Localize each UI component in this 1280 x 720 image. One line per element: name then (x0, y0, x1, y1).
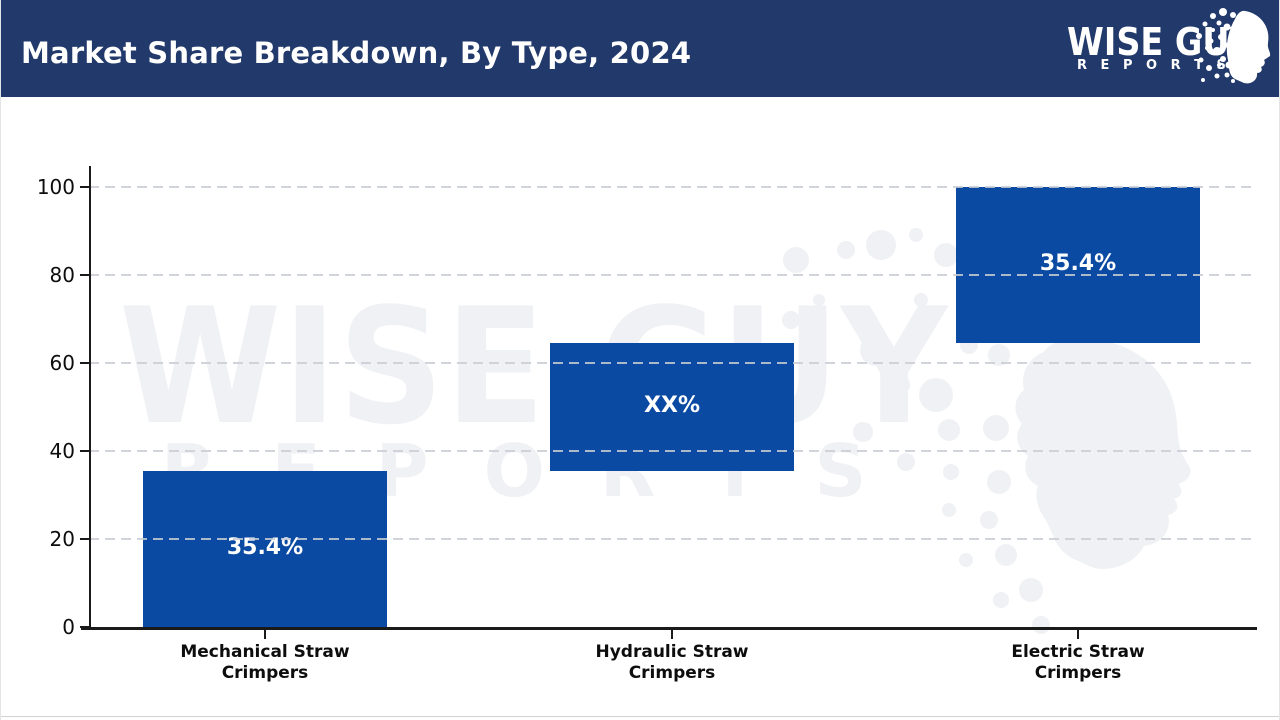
x-category-label: Mechanical Straw Crimpers (115, 642, 415, 685)
x-axis-line (81, 627, 1257, 630)
y-tick (80, 538, 89, 540)
logo-head-icon (1196, 8, 1271, 84)
x-category-line: Crimpers (221, 663, 309, 684)
gridline (89, 274, 1257, 276)
y-tick (80, 626, 89, 628)
y-tick-label: 0 (62, 615, 75, 639)
chart-title: Market Share Breakdown, By Type, 2024 (21, 36, 692, 70)
bar-segment: 35.4% (956, 187, 1200, 343)
logo-reports-text: R E P O R T S (1077, 58, 1231, 73)
x-category-label: Electric Straw Crimpers (928, 642, 1228, 685)
x-tick (671, 630, 673, 639)
y-tick (80, 186, 89, 188)
gridline (89, 362, 1257, 364)
x-category-label: Hydraulic Straw Crimpers (522, 642, 822, 685)
header-bar: Market Share Breakdown, By Type, 2024 WI… (1, 0, 1279, 97)
bar-value-label: XX% (644, 392, 700, 418)
bar-value-label: 35.4% (1039, 250, 1117, 276)
y-tick (80, 362, 89, 364)
x-category-line: Crimpers (628, 663, 716, 684)
y-tick-label: 40 (49, 439, 75, 463)
gridline (89, 538, 1257, 540)
y-tick (80, 450, 89, 452)
x-tick (1077, 630, 1079, 639)
axes (1, 97, 1279, 717)
wiseguy-logo: WISE GUY R E P O R T S (1025, 0, 1275, 97)
watermark-head-icon (782, 228, 1191, 634)
gridline (89, 186, 1257, 188)
gridline (89, 450, 1257, 452)
plot-area: WISE GUY R E P O R T S 35.4% XX% 35.4% (1, 97, 1279, 717)
x-category-line: Electric Straw (1011, 642, 1145, 662)
y-tick (80, 274, 89, 276)
watermark-wordmark: WISE GUY (119, 273, 949, 460)
x-category-line: Hydraulic Straw (595, 642, 749, 662)
x-category-line: Crimpers (1034, 663, 1122, 684)
y-axis-line (89, 166, 91, 627)
y-tick-label: 60 (49, 351, 75, 375)
footer-divider (1, 716, 1279, 717)
y-tick-label: 20 (49, 527, 75, 551)
x-tick (264, 630, 266, 639)
x-category-line: Mechanical Straw (180, 642, 350, 662)
bar-segment: XX% (550, 342, 794, 472)
y-tick-label: 80 (49, 263, 75, 287)
y-tick-label: 100 (36, 175, 75, 199)
bar-segment: 35.4% (143, 471, 387, 627)
